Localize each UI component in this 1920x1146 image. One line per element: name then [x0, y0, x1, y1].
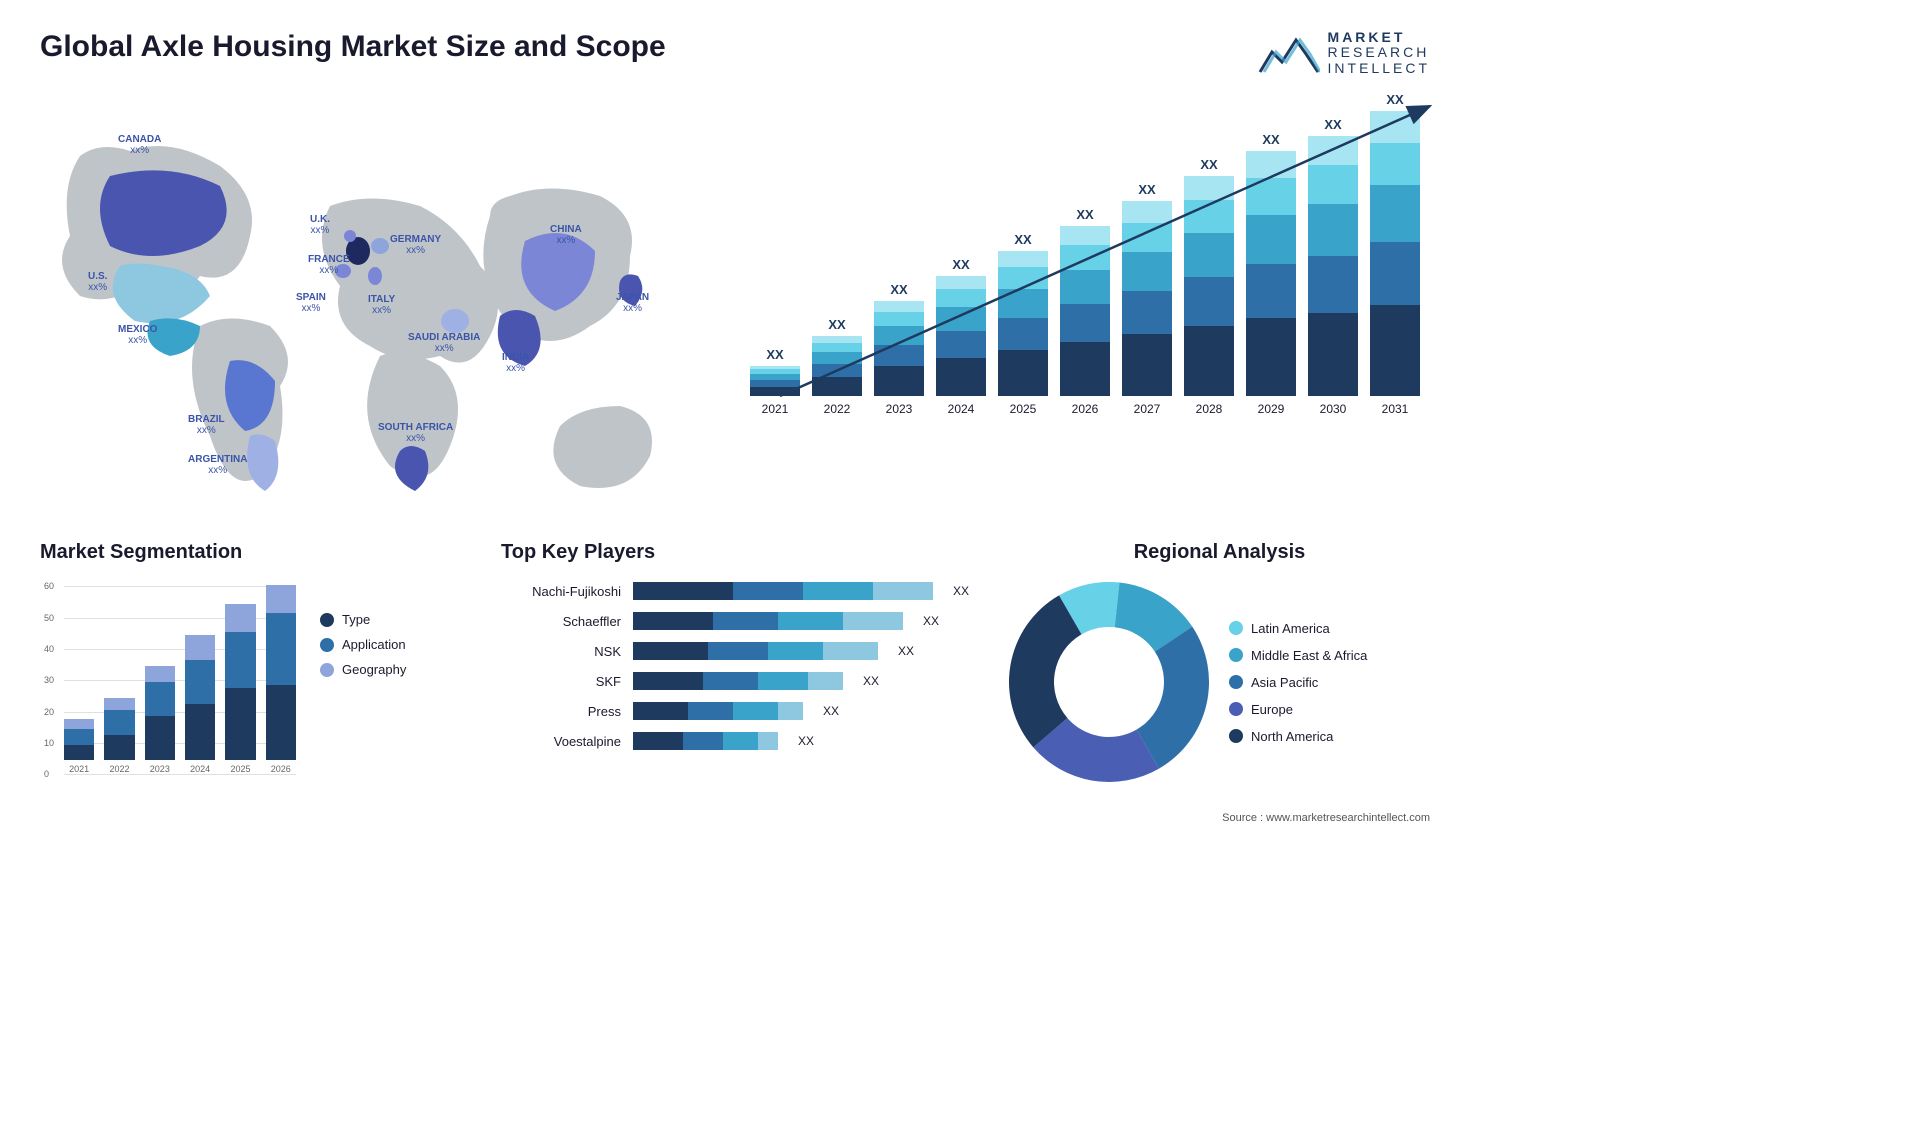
segmentation-chart: 0102030405060202120222023202420252026: [40, 582, 300, 792]
growth-bar: XX2021: [750, 347, 800, 416]
key-player-row: NSKXX: [501, 642, 969, 660]
growth-bar: XX2025: [998, 232, 1048, 416]
regional-title: Regional Analysis: [1009, 541, 1430, 564]
seg-bar: 2023: [145, 666, 175, 774]
segmentation-panel: Market Segmentation 01020304050602021202…: [40, 541, 461, 792]
map-label: CANADAxx%: [118, 134, 161, 156]
legend-item: Geography: [320, 662, 406, 677]
growth-bar: XX2031: [1370, 92, 1420, 416]
map-label: ARGENTINAxx%: [188, 454, 247, 476]
seg-bar: 2022: [104, 698, 134, 775]
legend-item: Type: [320, 612, 406, 627]
segmentation-title: Market Segmentation: [40, 541, 461, 564]
key-players-panel: Top Key Players Nachi-FujikoshiXX Schaeff…: [501, 541, 969, 792]
growth-bar: XX2030: [1308, 117, 1358, 416]
growth-bar: XX2026: [1060, 207, 1110, 416]
seg-bar: 2024: [185, 635, 215, 774]
map-label: GERMANYxx%: [390, 234, 441, 256]
key-players-chart: Nachi-FujikoshiXX SchaefflerXX NSKXX SKFXX P…: [501, 582, 969, 750]
legend-item: Application: [320, 637, 406, 652]
seg-bar: 2026: [266, 585, 296, 774]
map-label: U.S.xx%: [88, 271, 107, 293]
map-label: ITALYxx%: [368, 294, 395, 316]
key-player-row: SchaefflerXX: [501, 612, 969, 630]
source-text: Source : www.marketresearchintellect.com: [40, 812, 1430, 824]
map-label: SOUTH AFRICAxx%: [378, 422, 453, 444]
logo-text-3: INTELLECT: [1328, 61, 1430, 76]
legend-item: Asia Pacific: [1229, 675, 1367, 690]
growth-bar: XX2028: [1184, 157, 1234, 416]
seg-bar: 2021: [64, 719, 94, 774]
legend-item: Europe: [1229, 702, 1367, 717]
key-player-row: PressXX: [501, 702, 969, 720]
logo-text-1: MARKET: [1328, 30, 1430, 45]
logo: MARKET RESEARCH INTELLECT: [1258, 30, 1430, 76]
growth-bar: XX2023: [874, 282, 924, 416]
key-player-row: Nachi-FujikoshiXX: [501, 582, 969, 600]
key-players-title: Top Key Players: [501, 541, 969, 564]
map-label: U.K.xx%: [310, 214, 330, 236]
key-player-row: SKFXX: [501, 672, 969, 690]
seg-bar: 2025: [225, 604, 255, 775]
legend-item: Latin America: [1229, 621, 1367, 636]
regional-donut: [1009, 582, 1209, 782]
map-label: SAUDI ARABIAxx%: [408, 332, 480, 354]
map-label: SPAINxx%: [296, 292, 326, 314]
world-map-panel: CANADAxx% U.S.xx% MEXICOxx% BRAZILxx% ARGENT…: [40, 96, 700, 511]
map-label: CHINAxx%: [550, 224, 582, 246]
key-player-row: VoestalpineXX: [501, 732, 969, 750]
map-label: BRAZILxx%: [188, 414, 225, 436]
logo-icon: [1258, 32, 1320, 74]
map-label: FRANCExx%: [308, 254, 350, 276]
growth-bar: XX2027: [1122, 182, 1172, 416]
growth-bar: XX2022: [812, 317, 862, 416]
growth-chart-panel: XX2021XX2022XX2023XX2024XX2025XX2026XX20…: [740, 96, 1430, 511]
legend-item: Middle East & Africa: [1229, 648, 1367, 663]
growth-bar: XX2024: [936, 257, 986, 416]
logo-text-2: RESEARCH: [1328, 45, 1430, 60]
page-title: Global Axle Housing Market Size and Scop…: [40, 30, 666, 64]
map-label: JAPANxx%: [616, 292, 649, 314]
map-label: INDIAxx%: [502, 352, 529, 374]
segmentation-legend: Type Application Geography: [320, 612, 406, 677]
regional-legend: Latin America Middle East & Africa Asia Pa…: [1229, 621, 1367, 744]
legend-item: North America: [1229, 729, 1367, 744]
map-label: MEXICOxx%: [118, 324, 157, 346]
regional-panel: Regional Analysis Latin America Middle Ea…: [1009, 541, 1430, 792]
growth-bar: XX2029: [1246, 132, 1296, 416]
